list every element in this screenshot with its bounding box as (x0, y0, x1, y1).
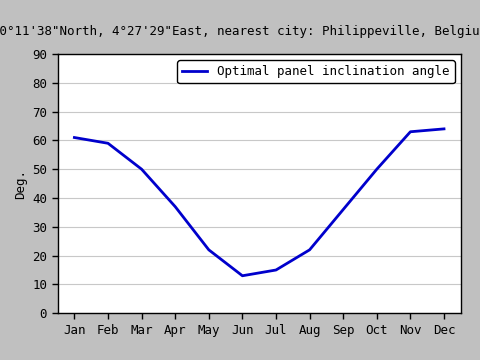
Optimal panel inclination angle (273, 268, 279, 272)
Optimal panel inclination angle (172, 204, 178, 209)
Line: Optimal panel inclination angle: Optimal panel inclination angle (74, 129, 444, 276)
Optimal panel inclination angle (408, 130, 413, 134)
Optimal panel inclination angle (374, 167, 380, 171)
Text: 50°11'38"North, 4°27'29"East, nearest city: Philippeville, Belgium: 50°11'38"North, 4°27'29"East, nearest ci… (0, 25, 480, 38)
Y-axis label: Deg.: Deg. (13, 168, 26, 199)
Optimal panel inclination angle (139, 167, 144, 171)
Optimal panel inclination angle (307, 248, 312, 252)
Optimal panel inclination angle (206, 248, 212, 252)
Optimal panel inclination angle (340, 207, 346, 212)
Optimal panel inclination angle (441, 127, 447, 131)
Optimal panel inclination angle (72, 135, 77, 140)
Legend: Optimal panel inclination angle: Optimal panel inclination angle (177, 60, 455, 83)
Optimal panel inclination angle (105, 141, 111, 145)
Optimal panel inclination angle (240, 274, 245, 278)
